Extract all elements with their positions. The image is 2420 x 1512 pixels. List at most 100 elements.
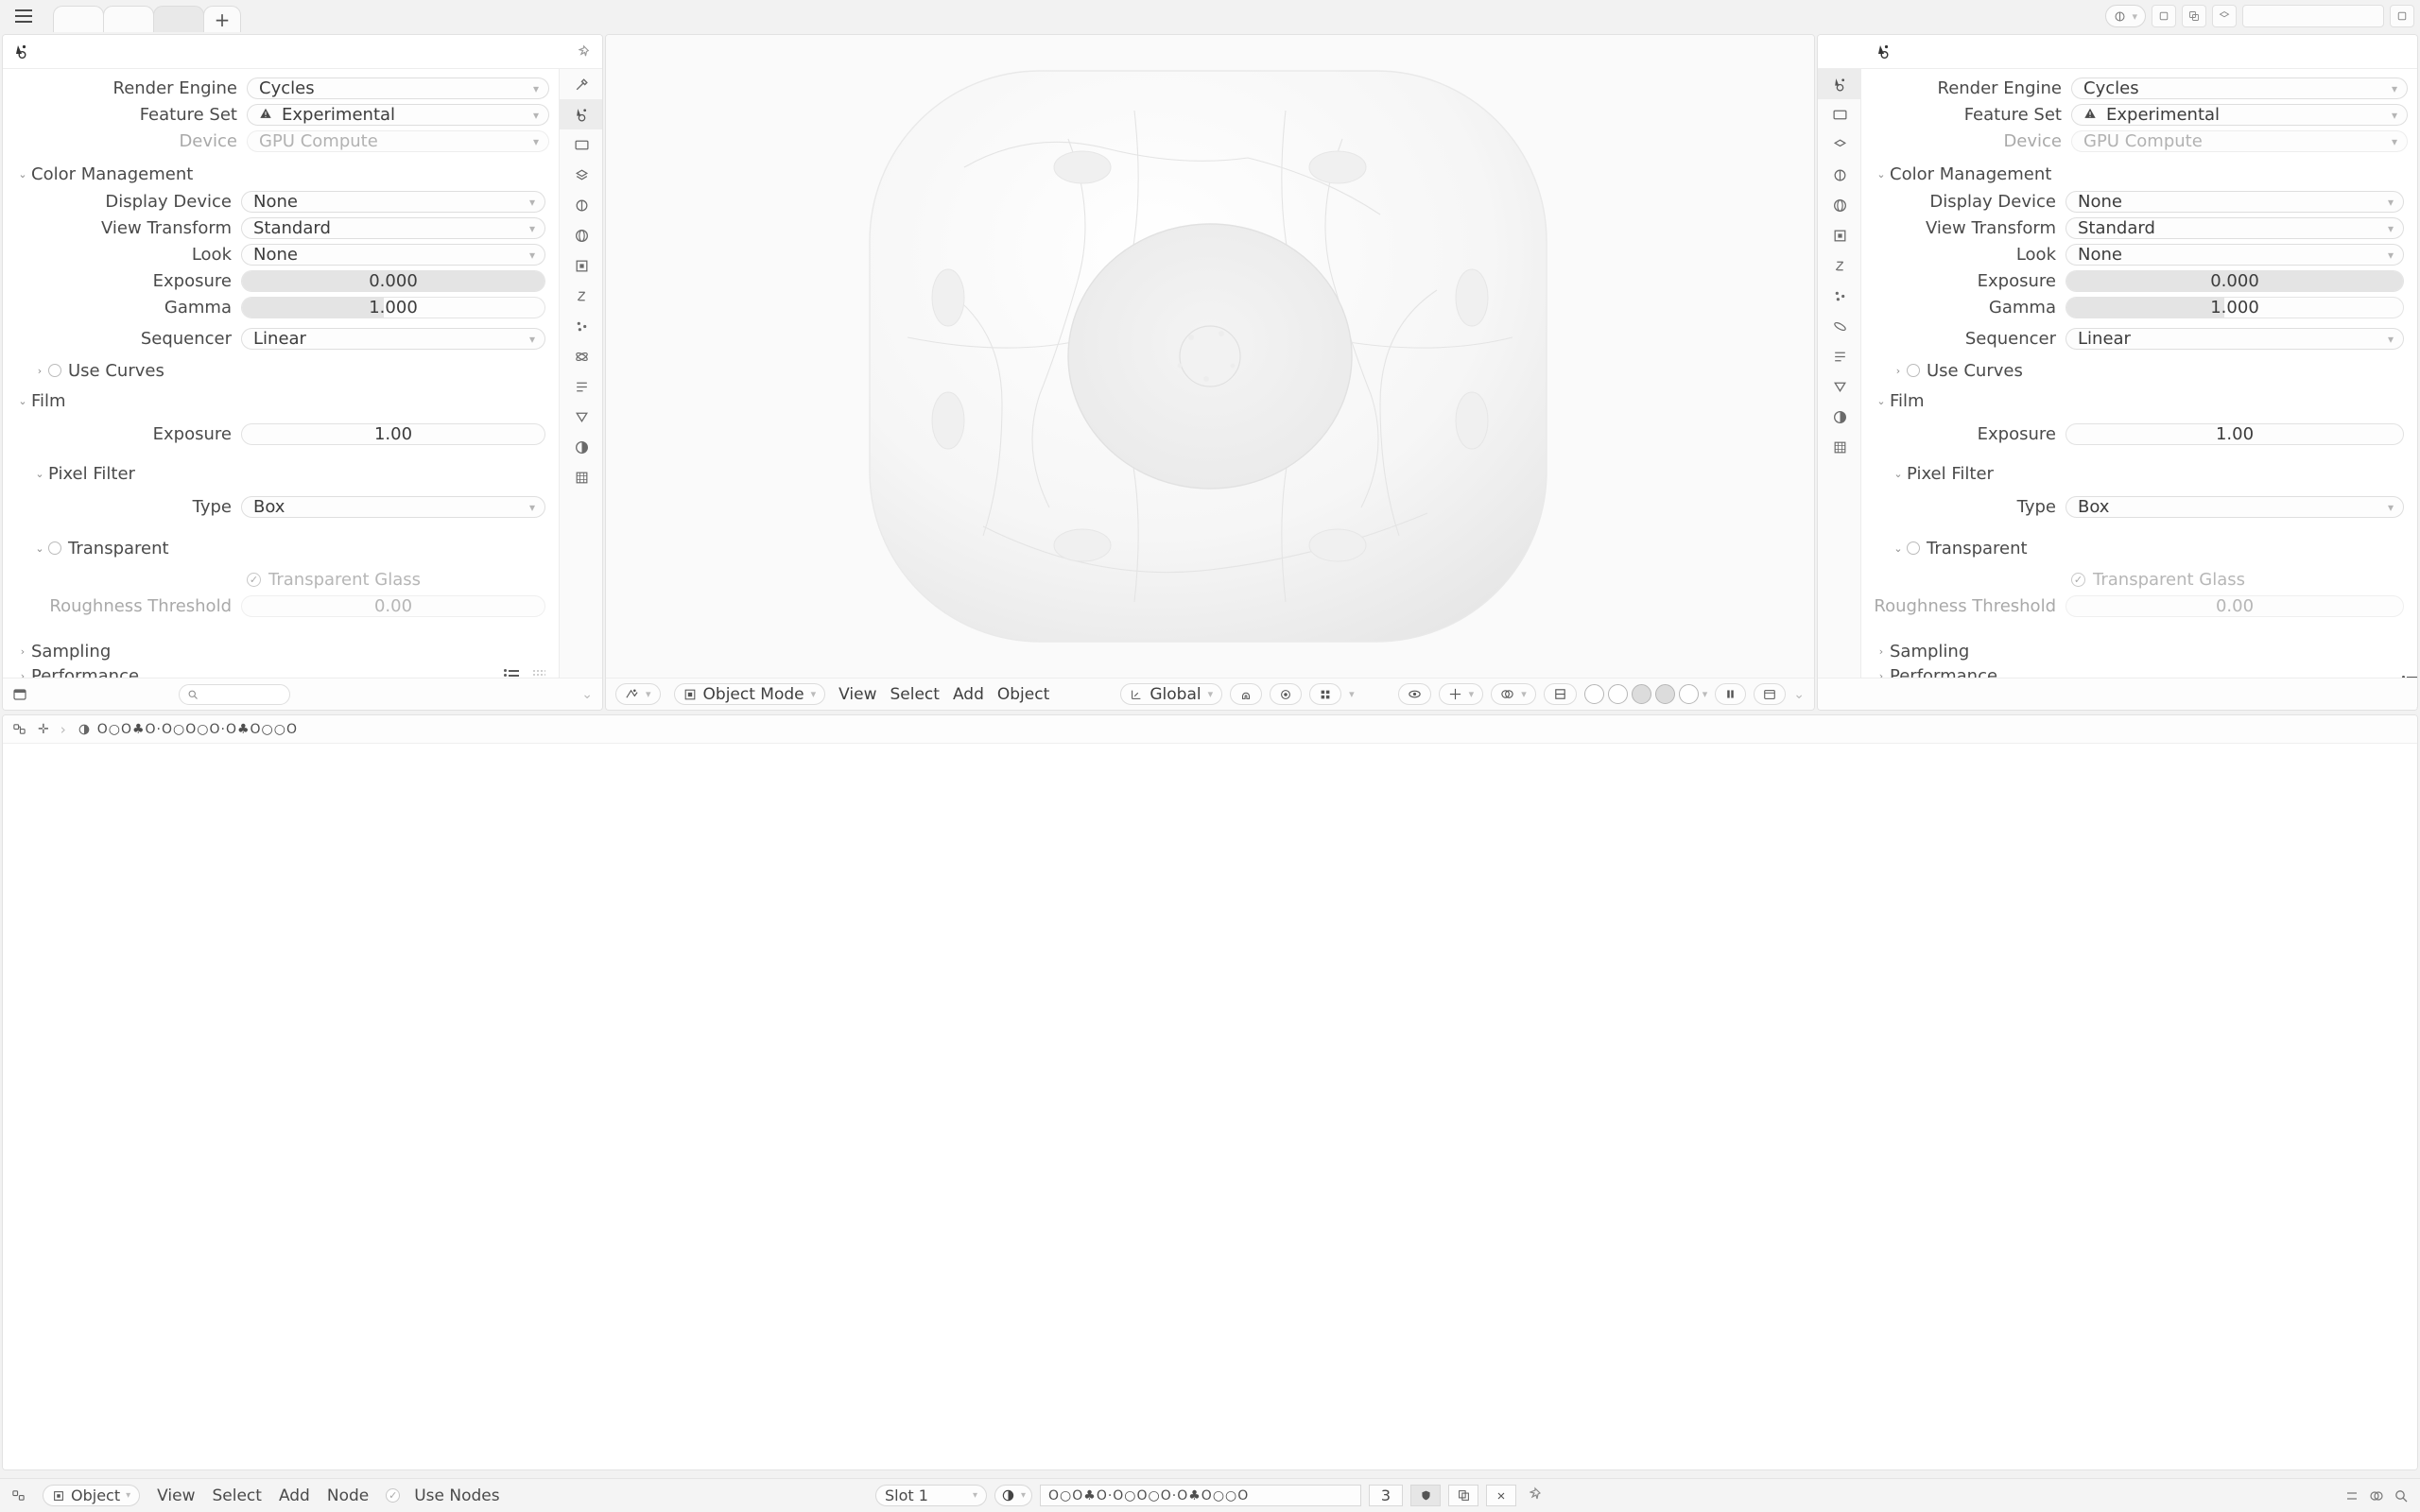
sampling-panel-header[interactable]: › Sampling (3, 639, 559, 663)
scene-selector[interactable]: ▾ (2105, 5, 2146, 27)
display-device-dropdown-right[interactable]: None ▾ (2066, 191, 2404, 213)
material-slot-selector[interactable]: Slot 1 ▾ (874, 1485, 987, 1506)
tab-particles[interactable] (560, 311, 602, 341)
node-menu-node[interactable]: Node (326, 1486, 370, 1505)
copy-scene-icon[interactable] (2182, 5, 2206, 27)
tab-physics-right[interactable] (1818, 311, 1861, 341)
overlay-icon-status[interactable] (2369, 1488, 2384, 1503)
node-menu-view[interactable]: View (157, 1486, 196, 1505)
viewport-render-area[interactable] (606, 35, 1814, 678)
transparent-panel-header[interactable]: ⌄ Transparent (3, 536, 559, 560)
tab-texture-right[interactable] (1818, 432, 1861, 462)
zoom-icon-status[interactable] (2394, 1488, 2409, 1503)
status-editor-type-icon[interactable] (11, 1488, 26, 1503)
fake-user-toggle[interactable] (1410, 1485, 1442, 1506)
gizmo-toggle[interactable]: ▾ (1438, 683, 1484, 705)
color-management-panel-header-right[interactable]: ⌄ Color Management (1876, 163, 2052, 184)
tab-constraints-right[interactable] (1818, 341, 1861, 371)
transparent-glass-row-right[interactable]: ✓ Transparent Glass (1861, 568, 2408, 592)
film-exposure-field-right[interactable]: 1.00 (2066, 423, 2404, 445)
tab-particles-right[interactable] (1818, 281, 1861, 311)
tab-texture[interactable] (560, 462, 602, 492)
color-management-panel-header[interactable]: ⌄ Color Management (3, 162, 559, 186)
rendered-shading-icon[interactable] (1654, 684, 1675, 704)
film-panel-header-right[interactable]: ⌄ Film (1876, 390, 1925, 411)
wireframe-shading-icon[interactable] (1583, 684, 1604, 704)
node-menu-select[interactable]: Select (212, 1486, 262, 1505)
tab-render-right[interactable] (1818, 69, 1861, 99)
view-transform-dropdown-right[interactable]: Standard ▾ (2066, 217, 2404, 239)
pixel-filter-panel-header[interactable]: ⌄ Pixel Filter (3, 461, 559, 486)
properties-collapse-icon[interactable]: ⌄ (581, 686, 593, 702)
viewlayer-icon[interactable] (2212, 5, 2237, 27)
tab-data[interactable] (560, 402, 602, 432)
material-browse-icon[interactable]: ▾ (994, 1485, 1033, 1506)
look-dropdown-right[interactable]: None ▾ (2066, 244, 2404, 266)
viewlayer-name-field[interactable] (2242, 5, 2384, 27)
tab-scene[interactable] (560, 190, 602, 220)
roughness-threshold-field-right[interactable]: 0.00 (2066, 595, 2404, 617)
tab-view-layer[interactable] (560, 160, 602, 190)
sampling-panel-header-right[interactable]: › Sampling (1878, 641, 1970, 662)
new-material-button[interactable] (1448, 1485, 1479, 1506)
tab-output-right[interactable] (1818, 99, 1861, 129)
editor-type-icon[interactable] (12, 687, 27, 702)
tab-world-right[interactable] (1818, 190, 1861, 220)
pin-icon-status[interactable] (1529, 1486, 1545, 1506)
pause-render-button[interactable] (1715, 683, 1747, 705)
workspace-tab-1[interactable] (53, 6, 104, 32)
workspace-tab-3[interactable] (153, 6, 204, 32)
sequencer-dropdown-right[interactable]: Linear ▾ (2066, 328, 2404, 350)
node-menu-add[interactable]: Add (278, 1486, 310, 1505)
overlay-chevron-icon[interactable]: ▾ (1349, 688, 1355, 700)
use-curves-checkbox[interactable] (48, 364, 61, 377)
view-transform-dropdown[interactable]: Standard ▾ (241, 217, 545, 239)
tab-physics[interactable] (560, 341, 602, 371)
transparent-checkbox[interactable] (48, 541, 61, 555)
roughness-threshold-field[interactable]: 0.00 (241, 595, 545, 617)
material-name-field[interactable]: O○O♣O·O○O○O·O♣O○○O (1040, 1485, 1362, 1506)
display-device-dropdown[interactable]: None ▾ (241, 191, 545, 213)
grid-toggle[interactable] (1309, 683, 1342, 705)
interaction-mode-selector[interactable]: Object Mode ▾ (673, 683, 826, 705)
material-users-count[interactable]: 3 (1369, 1485, 1404, 1506)
viewport-collapse-icon[interactable]: ⌄ (1793, 686, 1805, 702)
transform-orientation-selector[interactable]: Global ▾ (1120, 683, 1223, 705)
device-dropdown-right[interactable]: GPU Compute ▾ (2071, 130, 2408, 152)
shading-mode-group[interactable]: ▾ (1583, 684, 1707, 704)
add-node-icon[interactable]: ✛ (38, 721, 49, 737)
main-menu-icon[interactable] (8, 0, 40, 32)
overlays-toggle[interactable]: ▾ (1491, 683, 1536, 705)
new-scene-icon[interactable] (2152, 5, 2176, 27)
sequencer-dropdown[interactable]: Linear ▾ (241, 328, 545, 350)
exposure-slider-right[interactable]: 0.000 (2066, 270, 2404, 292)
transparent-glass-row[interactable]: ✓ Transparent Glass (3, 568, 559, 592)
tab-constraints[interactable] (560, 371, 602, 402)
xray-toggle[interactable] (1543, 683, 1577, 705)
pixel-filter-type-dropdown-right[interactable]: Box ▾ (2066, 496, 2404, 518)
unlink-material-button[interactable] (1486, 1485, 1517, 1506)
node-canvas[interactable]: ⌄ Position Normal Tangent True Normal In… (3, 744, 2417, 1469)
pixel-filter-panel-header-right[interactable]: ⌄ Pixel Filter (1893, 463, 1994, 484)
use-curves-checkbox-right[interactable] (1907, 364, 1920, 377)
feature-set-dropdown-right[interactable]: Experimental ▾ (2071, 104, 2408, 126)
pixel-filter-type-dropdown[interactable]: Box ▾ (241, 496, 545, 518)
use-curves-panel-header-right[interactable]: › Use Curves (1895, 360, 2023, 381)
properties-search-input[interactable] (179, 683, 290, 705)
shader-type-selector[interactable]: Object ▾ (43, 1485, 141, 1506)
solid-shading-icon[interactable] (1607, 684, 1628, 704)
film-exposure-field[interactable]: 1.00 (241, 423, 545, 445)
shading-options-icon[interactable] (1678, 684, 1699, 704)
snap-toggle[interactable] (1230, 683, 1263, 705)
viewport-menu-add[interactable]: Add (952, 684, 984, 704)
viewport-menu-select[interactable]: Select (890, 684, 940, 704)
gamma-slider-right[interactable]: 1.000 (2066, 297, 2404, 318)
look-dropdown[interactable]: None ▾ (241, 244, 545, 266)
tab-world[interactable] (560, 220, 602, 250)
material-shading-icon[interactable] (1631, 684, 1651, 704)
proportional-edit-toggle[interactable] (1270, 683, 1303, 705)
tab-render[interactable] (560, 99, 602, 129)
tab-modifiers[interactable] (560, 281, 602, 311)
node-editor-type-icon[interactable] (12, 722, 26, 736)
add-workspace-button[interactable]: + (203, 6, 241, 32)
